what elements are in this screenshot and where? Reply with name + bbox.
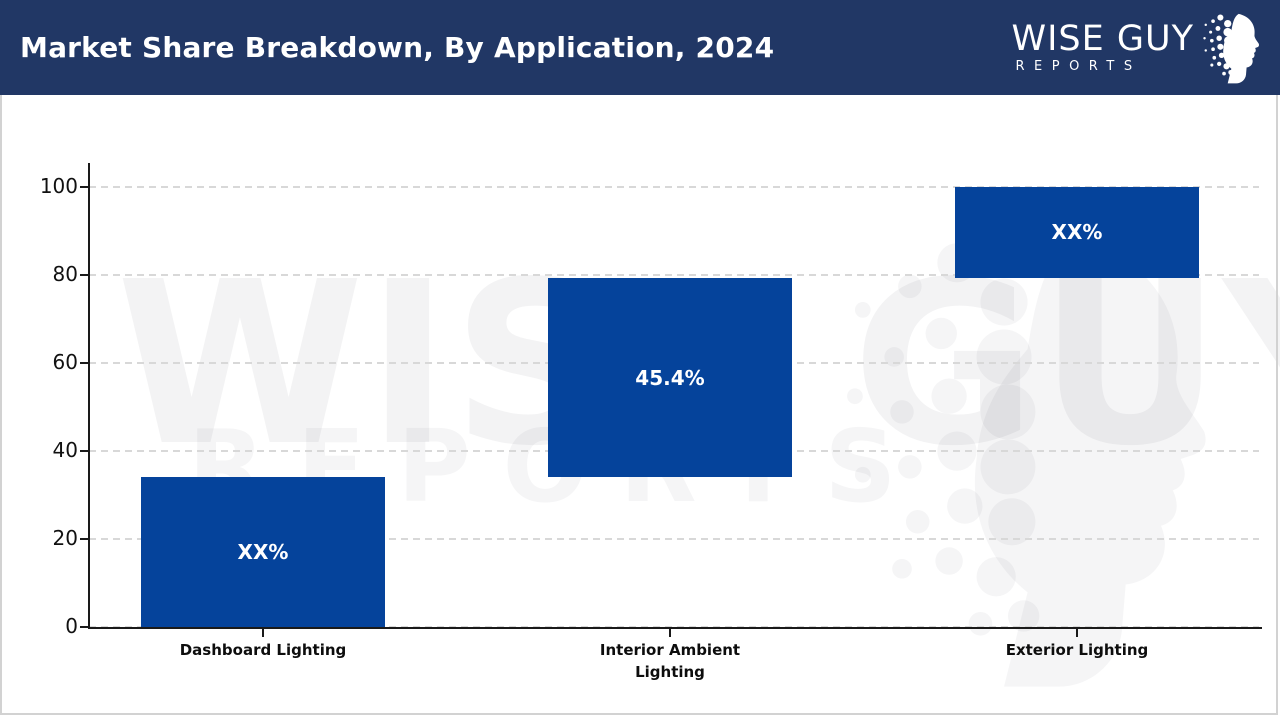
y-axis-tick-label: 20 [52, 526, 78, 550]
y-axis-tick-mark [80, 450, 89, 452]
watermark-face-icon [847, 239, 1206, 687]
y-axis-tick-mark [80, 362, 89, 364]
gridline [89, 186, 1259, 188]
x-axis-spine [88, 627, 1262, 629]
wise-guy-reports-logo: WISE GUY REPORTS [1011, 9, 1260, 87]
bar-value-label: 45.4% [635, 365, 705, 390]
y-axis-spine [88, 163, 90, 629]
bar-segment [548, 277, 792, 478]
y-axis-tick-label: 80 [52, 262, 78, 286]
page-title: Market Share Breakdown, By Application, … [20, 31, 775, 64]
x-axis-tick-mark [262, 629, 264, 637]
dotted-face-icon [1203, 13, 1260, 83]
y-axis-tick-mark [80, 186, 89, 188]
logo-wordmark: WISE GUY [1011, 19, 1194, 59]
y-axis-tick-label: 0 [65, 614, 78, 638]
bar-value-label: XX% [237, 540, 289, 565]
gridline [89, 274, 1259, 276]
y-axis-tick-label: 100 [39, 174, 78, 198]
x-axis-tick-mark [669, 629, 671, 637]
y-axis-tick-label: 60 [52, 350, 78, 374]
y-axis-tick-mark [80, 274, 89, 276]
header-bar: Market Share Breakdown, By Application, … [0, 0, 1280, 95]
bar-segment [141, 477, 385, 627]
y-axis-tick-mark [80, 626, 89, 628]
gridline [89, 538, 1259, 540]
chart-canvas: WISE GUY REPORTS 020406080100XX%45.4%XX%… [0, 95, 1280, 720]
x-axis-category-label: Dashboard Lighting [179, 641, 347, 659]
logo-subtitle: REPORTS [1015, 59, 1142, 74]
y-axis-tick-label: 40 [52, 438, 78, 462]
bar-value-label: XX% [1051, 220, 1103, 245]
x-axis-tick-mark [1076, 629, 1078, 637]
bar-segment [955, 187, 1199, 278]
y-axis-tick-mark [80, 538, 89, 540]
x-axis-category-label: Interior Ambient Lighting [599, 641, 741, 681]
x-axis-category-label: Exterior Lighting [1005, 641, 1149, 659]
